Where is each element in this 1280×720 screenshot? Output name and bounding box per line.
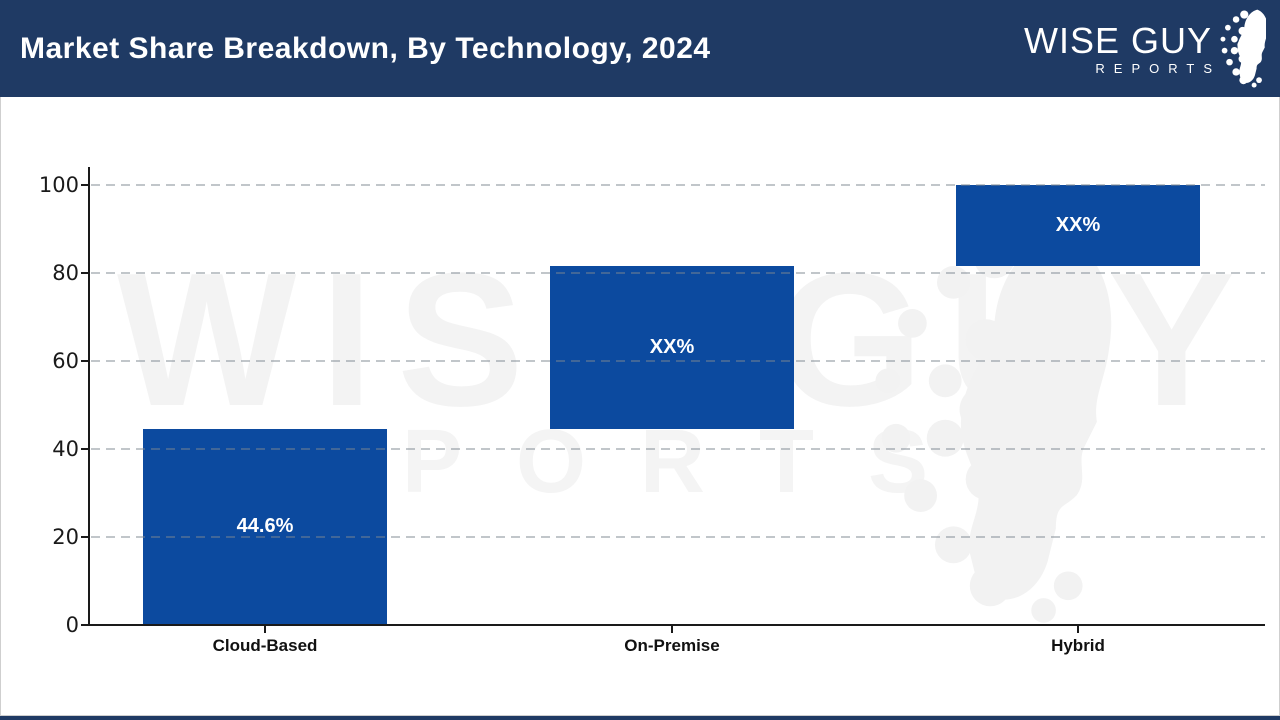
bar-cloud-based: 44.6% (143, 428, 387, 625)
x-tick-mark (264, 626, 266, 633)
gridline-80 (91, 272, 1265, 274)
y-tick-mark (81, 624, 89, 626)
x-tick-mark (671, 626, 673, 633)
category-label-on-premise: On-Premise (624, 636, 720, 655)
y-axis-line (88, 167, 90, 626)
footer-accent-bar (0, 716, 1280, 720)
watermark-face-icon (875, 233, 1112, 623)
y-tick-label: 100 (38, 173, 79, 197)
logo-wordmark: WISE GUY (1023, 19, 1212, 61)
bar-hybrid: XX% (956, 185, 1200, 267)
y-tick-label: 20 (52, 525, 79, 549)
logo-text: WISE GUY REPORTS (1023, 19, 1212, 75)
wiseguy-face-icon (1220, 9, 1266, 88)
y-tick-mark (81, 184, 89, 186)
y-tick-label: 60 (52, 349, 79, 373)
bar-value-label: XX% (649, 336, 695, 359)
y-tick-label: 80 (52, 261, 79, 285)
x-axis-line (89, 624, 1265, 626)
category-label-cloud-based: Cloud-Based (212, 636, 318, 655)
y-tick-label: 40 (52, 437, 79, 461)
gridline-60 (91, 360, 1265, 362)
bar-on-premise: XX% (550, 266, 794, 429)
gridline-20 (91, 536, 1265, 538)
chart-title: Market Share Breakdown, By Technology, 2… (20, 31, 711, 65)
y-tick-label: 0 (65, 613, 79, 637)
bar-value-label: XX% (1055, 214, 1101, 237)
gridline-100 (91, 184, 1265, 186)
category-label-hybrid: Hybrid (1051, 636, 1105, 655)
y-tick-mark (81, 360, 89, 362)
y-tick-mark (81, 536, 89, 538)
y-tick-mark (81, 272, 89, 274)
x-tick-mark (1077, 626, 1079, 633)
header-bar: Market Share Breakdown, By Technology, 2… (0, 0, 1280, 97)
wiseguy-logo: WISE GUY REPORTS (1024, 0, 1266, 97)
bar-value-label: 44.6% (236, 515, 294, 538)
y-tick-mark (81, 448, 89, 450)
chart-area: WISE GUY REPORTS 44.6% XX% XX% (0, 97, 1280, 716)
logo-subtitle: REPORTS (1095, 60, 1221, 76)
gridline-40 (91, 448, 1265, 450)
